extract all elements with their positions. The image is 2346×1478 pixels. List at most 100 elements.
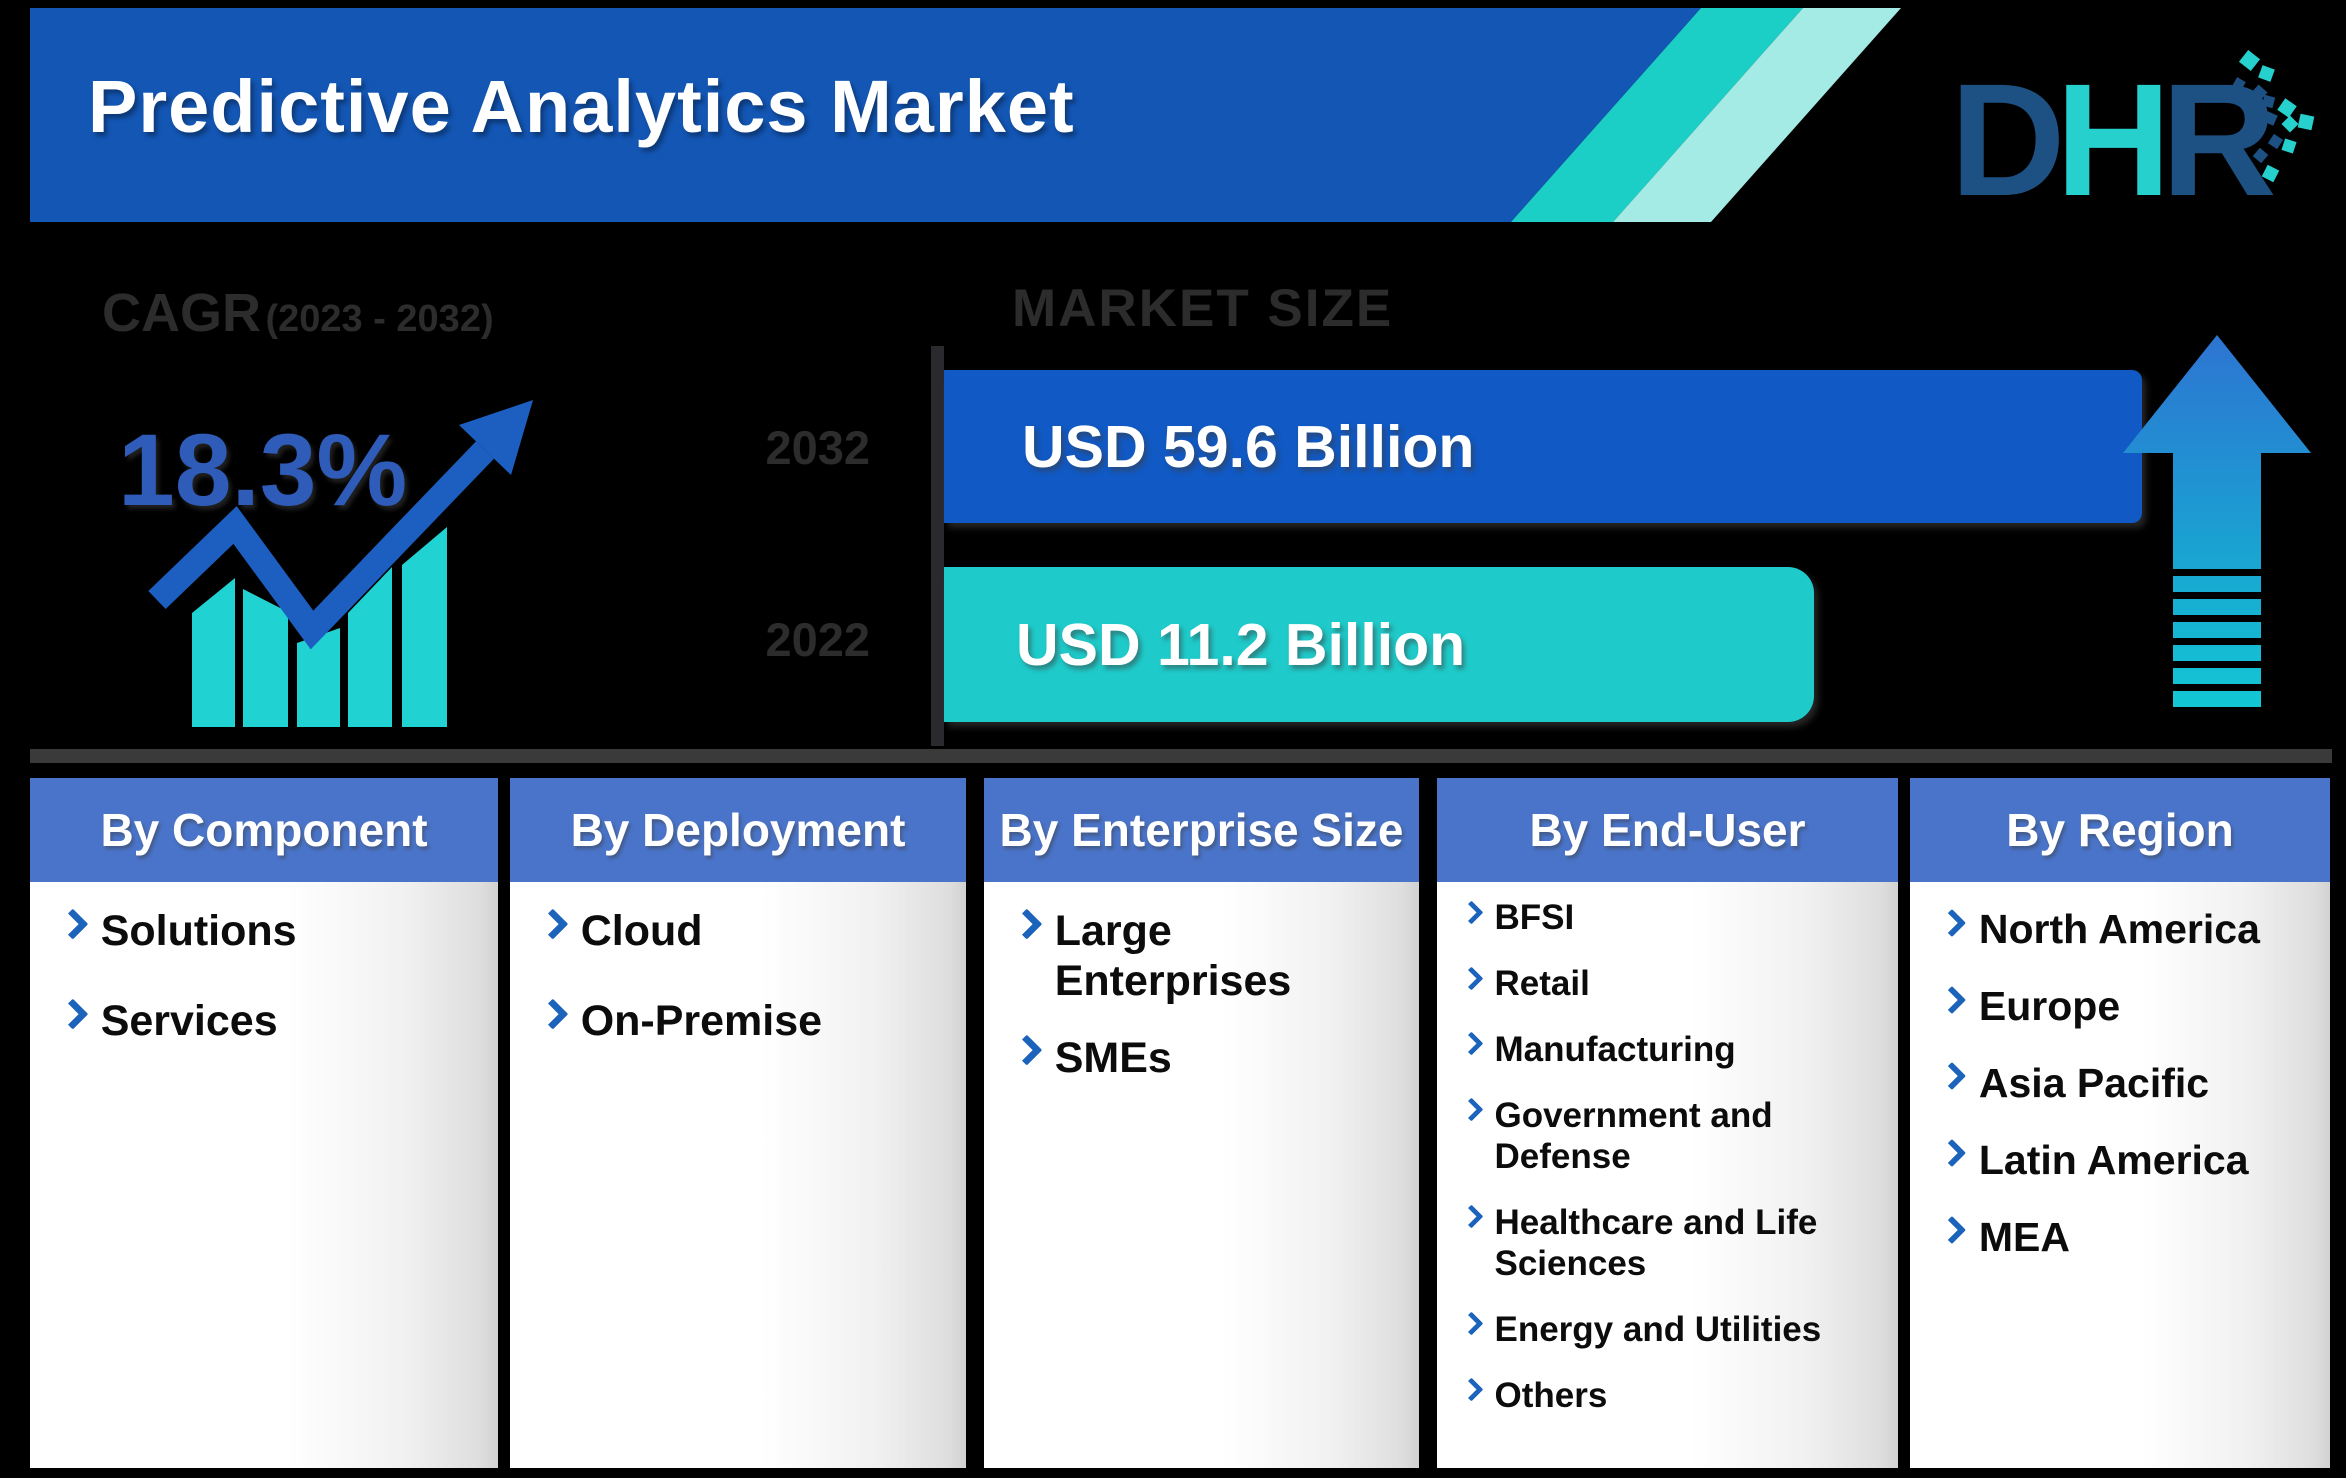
list-item-label: MEA: [1978, 1213, 2070, 1260]
cagr-label: CAGR (2023 - 2032): [102, 282, 494, 344]
chevron-right-icon: [1463, 1035, 1481, 1053]
chevron-right-icon: [1463, 1315, 1481, 1333]
list-item-label: Government and Defense: [1494, 1095, 1773, 1176]
bar-2022-value: USD 11.2 Billion: [1016, 611, 1466, 678]
list-item: BFSI: [1463, 898, 1884, 939]
list-item-label: BFSI: [1494, 898, 1575, 937]
chevron-right-icon: [542, 1003, 564, 1025]
logo-dot: [2281, 138, 2297, 154]
column-header-by-deployment: By Deployment: [510, 778, 966, 882]
column-body: North America Europe Asia Pacific Latin …: [1910, 882, 2330, 1468]
header-blue-band: [30, 8, 1701, 222]
list-item-label: Others: [1494, 1375, 1608, 1415]
list-item: Government and Defense: [1463, 1096, 1884, 1178]
header-teal-stripe: [1511, 8, 1803, 222]
bar-2032-value: USD 59.6 Billion: [1022, 413, 1475, 480]
chart-bars-icon: [192, 527, 447, 727]
year-label-2022: 2022: [765, 613, 870, 666]
list-item: Others: [1463, 1376, 1884, 1417]
market-size-title: MARKET SIZE: [1012, 279, 1394, 338]
list-item: Large Enterprises: [1016, 906, 1349, 1007]
list-item: Latin America: [1942, 1137, 2316, 1185]
chevron-right-icon: [1463, 970, 1481, 988]
column-by-region: By Region North America Europe Asia Paci…: [1910, 778, 2330, 1468]
chevron-right-icon: [1942, 913, 1963, 934]
column-header-by-end-user: By End-User: [1437, 778, 1898, 882]
column-by-enterprise-size: By Enterprise Size Large Enterprises SME…: [984, 778, 1419, 1468]
chevron-right-icon: [1942, 1220, 1963, 1241]
column-header-by-enterprise-size: By Enterprise Size: [984, 778, 1419, 882]
logo-letter-r: R: [2161, 50, 2277, 229]
list-item: Solutions: [62, 906, 484, 956]
list-item: SMEs: [1016, 1033, 1349, 1083]
list-item: Asia Pacific: [1942, 1060, 2316, 1108]
list-item: Manufacturing: [1463, 1030, 1884, 1071]
column-body: Large Enterprises SMEs: [984, 882, 1419, 1468]
list-item-label: North America: [1978, 906, 2260, 952]
chevron-right-icon: [1942, 990, 1963, 1011]
list-item: Healthcare and Life Sciences: [1463, 1203, 1884, 1285]
column-body: BFSI Retail Manufacturing Government and…: [1437, 882, 1898, 1468]
column-by-component: By Component Solutions Services: [30, 778, 498, 1468]
list-item-label: Latin America: [1978, 1136, 2249, 1183]
list-item-label: SMEs: [1054, 1033, 1172, 1082]
up-arrow-icon: [2123, 335, 2311, 707]
logo-dot: [2267, 133, 2284, 150]
header-light-teal-stripe: [1613, 8, 1901, 222]
list-item: Energy and Utilities: [1463, 1310, 1884, 1351]
column-by-deployment: By Deployment Cloud On-Premise: [510, 778, 966, 1468]
column-header-by-component: By Component: [30, 778, 498, 882]
logo-dot: [2281, 115, 2299, 133]
year-label-2032: 2032: [765, 421, 870, 474]
chevron-right-icon: [1016, 913, 1038, 935]
list-item: MEA: [1942, 1214, 2316, 1262]
list-item: Retail: [1463, 964, 1884, 1005]
growth-chart-icon: [148, 400, 533, 727]
chevron-right-icon: [1942, 1143, 1963, 1164]
logo-dot: [2277, 98, 2297, 118]
chart-axis-line: [931, 346, 944, 746]
list-item-label: Large Enterprises: [1054, 907, 1292, 1006]
list-item-label: Manufacturing: [1494, 1029, 1736, 1069]
list-item-label: Asia Pacific: [1978, 1059, 2210, 1106]
column-header-by-region: By Region: [1910, 778, 2330, 882]
cagr-word: CAGR: [102, 283, 261, 343]
column-body: Cloud On-Premise: [510, 882, 966, 1468]
list-item-label: Energy and Utilities: [1494, 1309, 1822, 1349]
bar-2032: USD 59.6 Billion: [944, 370, 2142, 523]
chevron-right-icon: [62, 913, 84, 935]
page-title: Predictive Analytics Market: [88, 65, 1075, 148]
zigzag-arrow-icon: [148, 400, 533, 650]
chevron-right-icon: [1942, 1066, 1963, 1087]
list-item: Services: [62, 996, 484, 1046]
logo-letter-h: H: [2055, 50, 2172, 229]
chevron-right-icon: [1463, 1208, 1481, 1226]
chevron-right-icon: [1016, 1039, 1038, 1061]
chevron-right-icon: [62, 1003, 84, 1025]
list-item-label: Europe: [1978, 982, 2121, 1029]
column-body: Solutions Services: [30, 882, 498, 1468]
chevron-right-icon: [542, 913, 564, 935]
column-by-end-user: By End-User BFSI Retail Manufacturing Go…: [1437, 778, 1898, 1468]
list-item-label: Healthcare and Life Sciences: [1494, 1202, 1818, 1283]
list-item-label: Retail: [1494, 963, 1590, 1003]
list-item: On-Premise: [542, 996, 952, 1046]
list-item-label: Services: [100, 997, 278, 1046]
cagr-value: 18.3%: [118, 413, 408, 527]
dhr-logo: DHR: [1950, 49, 2346, 240]
chevron-right-icon: [1463, 904, 1481, 922]
section-divider: [30, 749, 2332, 763]
list-item: North America: [1942, 906, 2316, 954]
list-item-label: Cloud: [580, 907, 703, 955]
chevron-right-icon: [1463, 1101, 1481, 1119]
header-banner: [30, 8, 1901, 222]
list-item-label: Solutions: [100, 907, 297, 955]
chevron-right-icon: [1463, 1381, 1481, 1399]
logo-letter-d: D: [1950, 50, 2066, 229]
list-item: Europe: [1942, 983, 2316, 1031]
list-item: Cloud: [542, 906, 952, 956]
list-item-label: On-Premise: [580, 997, 823, 1046]
bar-2022: USD 11.2 Billion: [944, 567, 1814, 722]
logo-dot: [2297, 113, 2315, 131]
